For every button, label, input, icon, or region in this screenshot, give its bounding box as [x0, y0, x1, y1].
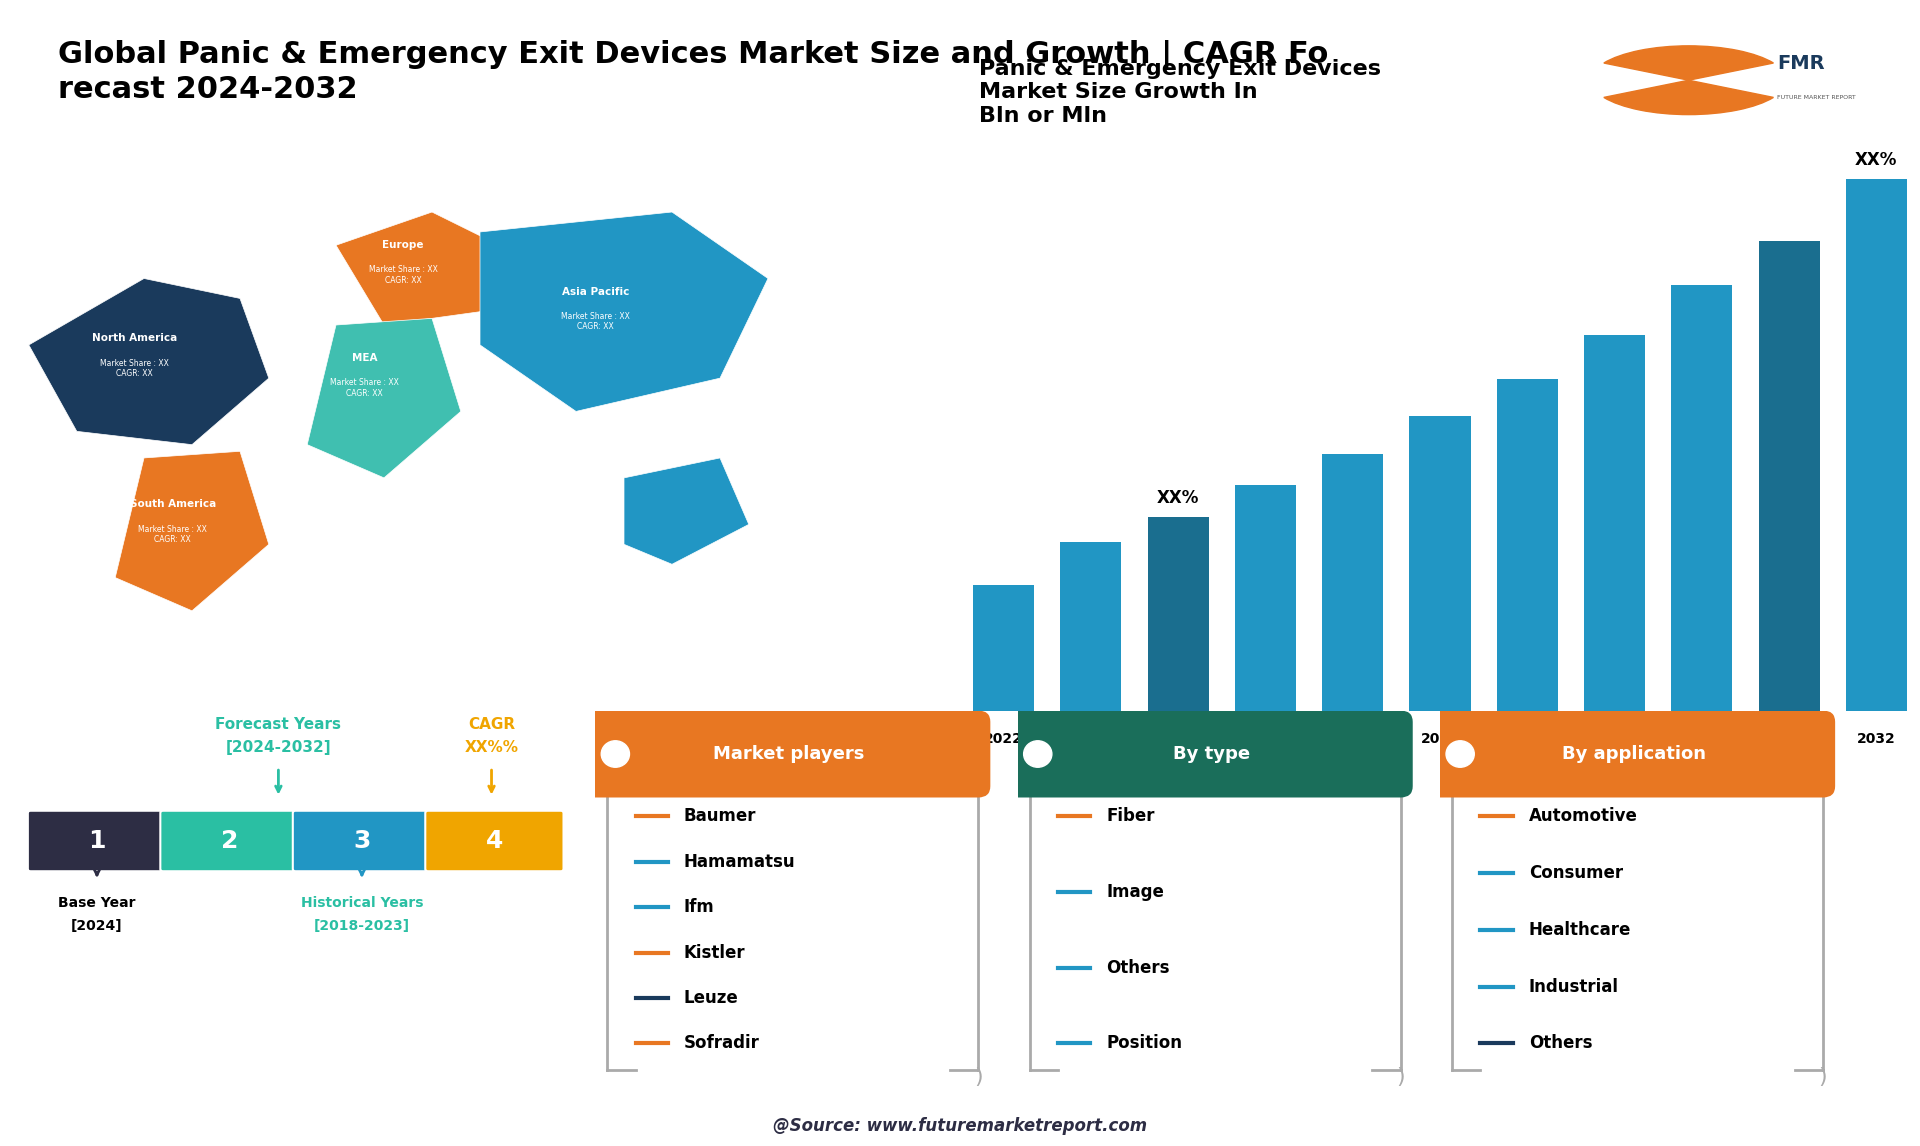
- Text: FMR: FMR: [1776, 54, 1824, 72]
- Text: 2030: 2030: [1682, 732, 1720, 746]
- Text: Consumer: Consumer: [1528, 864, 1622, 882]
- FancyBboxPatch shape: [27, 810, 165, 871]
- PathPatch shape: [307, 319, 461, 478]
- Text: By application: By application: [1561, 745, 1705, 763]
- Bar: [1498, 379, 1557, 711]
- Text: Market Share : XX
CAGR: XX: Market Share : XX CAGR: XX: [138, 525, 207, 544]
- Text: 2028: 2028: [1507, 732, 1548, 746]
- Text: 2023: 2023: [1071, 732, 1110, 746]
- Text: By type: By type: [1173, 745, 1250, 763]
- Text: ): ): [1396, 1067, 1405, 1088]
- Bar: [1060, 542, 1121, 711]
- Text: Leuze: Leuze: [684, 989, 739, 1007]
- Text: XX%%: XX%%: [465, 740, 518, 755]
- Text: Market Share : XX
CAGR: XX: Market Share : XX CAGR: XX: [100, 359, 169, 378]
- Text: Ifm: Ifm: [684, 898, 714, 916]
- Text: 3: 3: [353, 829, 371, 853]
- Text: North America: North America: [92, 333, 177, 344]
- Text: Asia Pacific: Asia Pacific: [561, 286, 630, 297]
- Text: Others: Others: [1528, 1035, 1592, 1052]
- Text: [2018-2023]: [2018-2023]: [313, 919, 411, 933]
- Text: 2: 2: [221, 829, 238, 853]
- Text: Kistler: Kistler: [684, 943, 745, 961]
- Text: Industrial: Industrial: [1528, 978, 1619, 996]
- Text: 2024: 2024: [1160, 732, 1198, 746]
- Text: Hamamatsu: Hamamatsu: [684, 853, 795, 871]
- Text: South America: South America: [131, 500, 215, 510]
- Text: [2024]: [2024]: [71, 919, 123, 933]
- Text: Europe: Europe: [382, 241, 424, 250]
- Bar: [1323, 454, 1382, 711]
- FancyBboxPatch shape: [424, 810, 564, 871]
- Bar: [1845, 179, 1907, 711]
- Text: Image: Image: [1106, 884, 1164, 901]
- Text: FUTURE MARKET REPORT: FUTURE MARKET REPORT: [1776, 95, 1855, 100]
- Text: 2029: 2029: [1596, 732, 1634, 746]
- Circle shape: [1446, 740, 1475, 768]
- Text: Panic & Emergency Exit Devices
Market Size Growth In
Bln or Mln: Panic & Emergency Exit Devices Market Si…: [979, 60, 1380, 126]
- Text: 2025: 2025: [1246, 732, 1284, 746]
- FancyBboxPatch shape: [292, 810, 430, 871]
- Text: Forecast Years: Forecast Years: [215, 717, 342, 732]
- PathPatch shape: [624, 458, 749, 564]
- PathPatch shape: [115, 452, 269, 611]
- Text: Position: Position: [1106, 1035, 1183, 1052]
- Text: Market Share : XX
CAGR: XX: Market Share : XX CAGR: XX: [369, 266, 438, 285]
- Text: 2031: 2031: [1770, 732, 1809, 746]
- Text: Global Panic & Emergency Exit Devices Market Size and Growth | CAGR Fo
recast 20: Global Panic & Emergency Exit Devices Ma…: [58, 40, 1329, 103]
- Text: 1: 1: [88, 829, 106, 853]
- FancyBboxPatch shape: [1006, 711, 1413, 798]
- Bar: [1235, 485, 1296, 711]
- Text: 2032: 2032: [1857, 732, 1895, 746]
- Bar: [1148, 517, 1210, 711]
- Text: CAGR: CAGR: [468, 717, 515, 732]
- Text: Automotive: Automotive: [1528, 808, 1638, 825]
- Bar: [1584, 335, 1645, 711]
- Bar: [1409, 416, 1471, 711]
- Text: 2022: 2022: [985, 732, 1023, 746]
- Wedge shape: [1603, 80, 1774, 115]
- FancyBboxPatch shape: [584, 711, 991, 798]
- Wedge shape: [1603, 46, 1774, 80]
- Text: XX%: XX%: [1855, 151, 1897, 170]
- Text: ): ): [1818, 1067, 1828, 1088]
- Text: ): ): [973, 1067, 983, 1088]
- Text: @Source: www.futuremarketreport.com: @Source: www.futuremarketreport.com: [774, 1116, 1146, 1135]
- Text: 4: 4: [486, 829, 503, 853]
- Bar: [1759, 242, 1820, 711]
- Bar: [1670, 285, 1732, 711]
- Circle shape: [1023, 740, 1052, 768]
- PathPatch shape: [29, 278, 269, 445]
- Text: Others: Others: [1106, 959, 1169, 976]
- PathPatch shape: [336, 212, 499, 325]
- Text: Fiber: Fiber: [1106, 808, 1154, 825]
- Text: MEA: MEA: [351, 353, 378, 363]
- Text: Baumer: Baumer: [684, 808, 756, 825]
- Text: XX%: XX%: [1158, 489, 1200, 508]
- Text: Healthcare: Healthcare: [1528, 921, 1632, 939]
- Text: Sofradir: Sofradir: [684, 1035, 760, 1052]
- PathPatch shape: [480, 212, 768, 411]
- Text: Historical Years: Historical Years: [301, 896, 422, 910]
- FancyBboxPatch shape: [159, 810, 300, 871]
- Text: Market players: Market players: [712, 745, 864, 763]
- Bar: [973, 586, 1035, 711]
- Text: Market Share : XX
CAGR: XX: Market Share : XX CAGR: XX: [330, 378, 399, 398]
- Circle shape: [601, 740, 630, 768]
- Text: 2027: 2027: [1421, 732, 1459, 746]
- Text: Base Year: Base Year: [58, 896, 136, 910]
- FancyBboxPatch shape: [1428, 711, 1836, 798]
- Text: Market Share : XX
CAGR: XX: Market Share : XX CAGR: XX: [561, 312, 630, 331]
- Text: [2024-2032]: [2024-2032]: [225, 740, 332, 755]
- Text: 2026: 2026: [1332, 732, 1373, 746]
